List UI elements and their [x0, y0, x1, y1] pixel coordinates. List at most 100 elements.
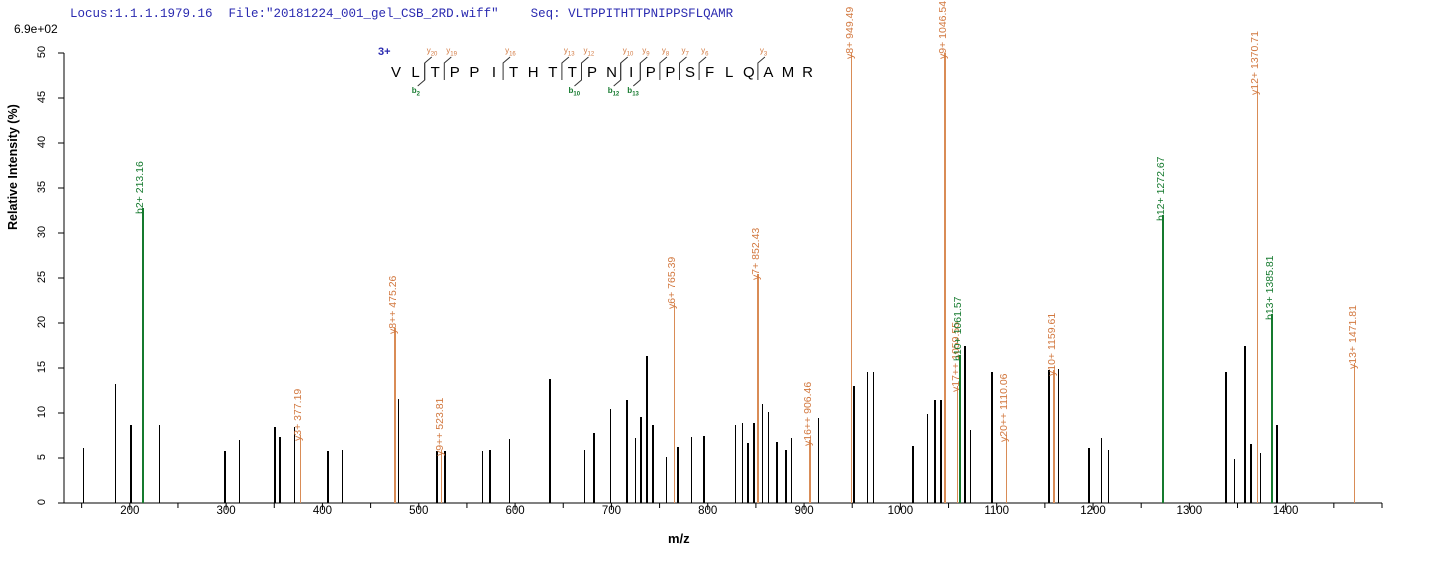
x-axis-tick-label: 1200: [1080, 505, 1106, 517]
spectrum-peak-b-ion: [1162, 215, 1165, 503]
spectrum-peak-unassigned: [866, 371, 869, 503]
spectrum-peak-unassigned: [626, 399, 628, 503]
sequence-y-ion-label: y6: [701, 46, 709, 58]
sequence-b-ion-label: b2: [411, 86, 420, 98]
sequence-residue: M: [781, 64, 795, 81]
sequence-y-ion-label: y10: [622, 46, 634, 58]
spectrum-peak-unassigned: [1233, 458, 1236, 503]
spectrum-peak-unassigned: [609, 408, 612, 503]
sequence-residue: L: [725, 64, 734, 81]
spectrum-peak-unassigned: [776, 441, 778, 503]
sequence-residue: V: [390, 64, 401, 81]
spectrum-peak-unassigned: [238, 440, 241, 503]
sequence-ladder-ticks: [417, 56, 766, 87]
x-axis-tick-label: 1100: [984, 505, 1010, 517]
spectrum-peak-unassigned: [1107, 449, 1110, 503]
sequence-residue: N: [606, 64, 618, 81]
spectrum-peak-y-ion: [1354, 362, 1356, 503]
sequence-residue: P: [586, 64, 597, 81]
spectrum-peak-unassigned: [508, 439, 511, 503]
spectrum-peak-unassigned: [114, 384, 117, 503]
sequence-b-ion-label: b10: [568, 86, 581, 98]
spectrum-peak-y-ion: [1005, 436, 1007, 503]
spectrum-peak-unassigned: [279, 437, 281, 503]
spectrum-peak-y-ion: [394, 328, 396, 503]
spectrum-peak-unassigned: [82, 448, 85, 503]
spectrum-peak-unassigned: [397, 398, 400, 503]
sequence-residue: T: [567, 64, 577, 81]
sequence-residue: F: [705, 64, 715, 81]
sequence-y-ion-label: y13: [563, 46, 575, 58]
x-axis-tick-label: 1300: [1176, 505, 1203, 517]
x-axis-title: m/z: [668, 531, 690, 546]
header-info: Locus:1.1.1.1979.16 File:"20181224_001_ge…: [70, 7, 733, 21]
spectrum-peak-unassigned: [964, 346, 966, 503]
spectrum-peak-unassigned: [926, 413, 929, 503]
spectrum-peak-y-ion: [1053, 369, 1055, 503]
spectrum-peak-y-ion: [673, 303, 675, 503]
intensity-scale-label: 6.9e+02: [14, 22, 58, 36]
spectrum-peak-unassigned: [784, 449, 787, 503]
spectrum-peak-unassigned: [665, 457, 668, 503]
spectrum-peak-unassigned: [747, 442, 749, 503]
sequence-y-ion-label: y9: [642, 46, 650, 58]
spectrum-peak-y-ion: [956, 386, 959, 503]
sequence-y-ion-label: y12: [583, 46, 595, 58]
sequence-y-ion-label: y16: [505, 46, 516, 58]
spectrum-peak-unassigned: [1088, 448, 1090, 503]
peak-label: y8+ 949.49: [843, 6, 856, 59]
peak-label: b12+ 1272.67: [1155, 156, 1168, 221]
spectrum-peak-unassigned: [583, 449, 586, 503]
spectrum-peak-y-ion: [757, 273, 759, 503]
spectrum-peak-b-ion: [1271, 314, 1274, 503]
spectrum-peak-unassigned: [690, 437, 693, 503]
spectrum-peak-unassigned: [274, 427, 277, 503]
file-label: File:"20181224_001_gel_CSB_2RD.wiff": [228, 7, 499, 21]
x-axis-tick-label: 1000: [887, 505, 914, 517]
spectrum-peak-y-ion: [1256, 89, 1259, 503]
x-axis-tick-label: 200: [120, 505, 140, 517]
peak-label: y8++ 475.26: [386, 276, 399, 335]
spectrum-peak-unassigned: [341, 449, 344, 503]
sequence-b-ion-label: b13: [627, 86, 639, 98]
spectrum-peak-unassigned: [481, 450, 484, 503]
spectrum-peak-unassigned: [969, 430, 972, 503]
sequence-residue: A: [763, 64, 774, 81]
spectrum-peak-unassigned: [1057, 368, 1060, 503]
sequence-residue: R: [802, 64, 814, 81]
spectrum-peak-unassigned: [991, 371, 993, 503]
x-axis-tick-label: 1400: [1272, 505, 1299, 517]
spectrum-peak-unassigned: [224, 450, 226, 503]
peak-label: y16++ 906.46: [802, 381, 815, 446]
sequence-residue: P: [645, 64, 656, 81]
peak-label: y7+ 852.43: [750, 227, 763, 280]
peak-label: y13+ 1471.81: [1346, 304, 1359, 369]
peak-label: y3+ 377.19: [292, 388, 305, 441]
spectrum-peak-unassigned: [489, 449, 491, 503]
peak-label: y20++ 1110.06: [998, 373, 1011, 443]
spectrum-peak-b-ion: [141, 207, 144, 503]
peak-label: b2+ 213.16: [134, 160, 147, 214]
spectrum-peak-unassigned: [853, 386, 855, 503]
spectrum-peak-unassigned: [1244, 345, 1246, 503]
spectrum-peak-unassigned: [158, 424, 161, 503]
peak-label: y9+ 1046.54: [937, 0, 950, 59]
spectrum-peak-unassigned: [934, 400, 936, 503]
peak-label: y10+ 1159.61: [1046, 312, 1059, 376]
peak-label: b13+ 1385.81: [1264, 255, 1276, 320]
sequence-b-ion-label: b12: [607, 86, 620, 98]
spectrum-peak-unassigned: [872, 371, 875, 503]
x-axis-tick-label: 900: [794, 505, 814, 517]
sequence-residue: S: [684, 64, 695, 81]
spectrum-peak-unassigned: [817, 418, 820, 503]
spectrum-peak-unassigned: [129, 424, 132, 503]
x-axis-tick-label: 600: [505, 505, 525, 517]
sequence-residue: I: [629, 64, 634, 81]
spectrum-peak-y-ion: [299, 434, 302, 503]
spectrum-peak-unassigned: [652, 424, 654, 503]
x-axis-tick-label: 700: [601, 505, 621, 517]
peak-label: b10+ 1061.57: [951, 295, 964, 361]
